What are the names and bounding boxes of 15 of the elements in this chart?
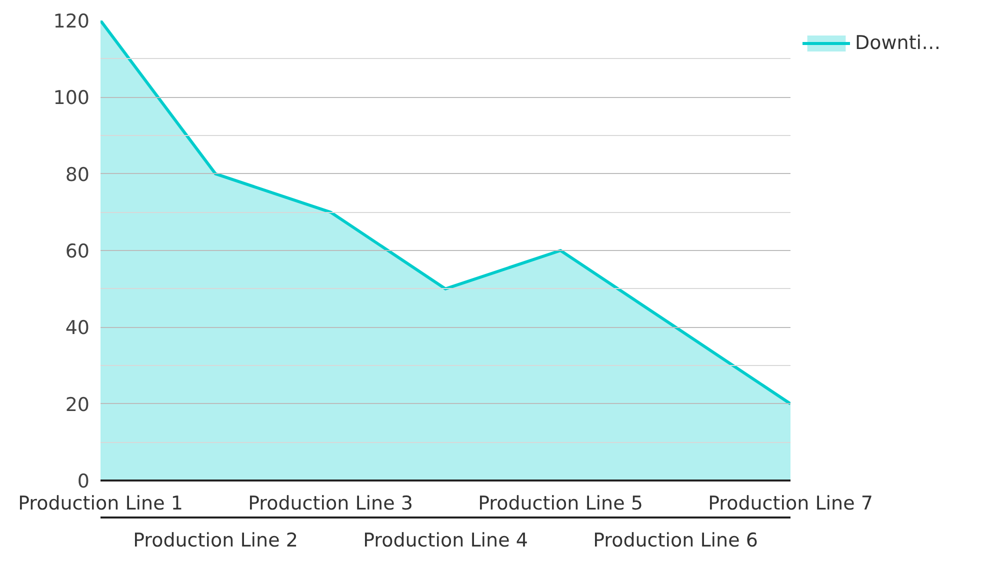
y-tick-label: 20 bbox=[65, 394, 90, 416]
x-tick-label: Production Line 6 bbox=[593, 530, 758, 552]
x-tick-label: Production Line 1 bbox=[18, 492, 183, 514]
x-tick-label: Production Line 2 bbox=[133, 530, 298, 552]
y-tick-label: 40 bbox=[65, 317, 90, 340]
x-tick-label: Production Line 3 bbox=[248, 492, 413, 514]
y-tick-label: 120 bbox=[53, 10, 90, 32]
y-tick-label: 0 bbox=[77, 470, 90, 492]
x-tick-label: Production Line 7 bbox=[708, 492, 873, 514]
x-tick-label: Production Line 4 bbox=[363, 530, 528, 552]
y-tick-label: 60 bbox=[65, 240, 90, 262]
y-tick-label: 100 bbox=[53, 87, 90, 110]
y-tick-label: 80 bbox=[65, 164, 90, 186]
legend-label: Downti… bbox=[855, 32, 941, 54]
x-tick-label: Production Line 5 bbox=[478, 492, 643, 514]
